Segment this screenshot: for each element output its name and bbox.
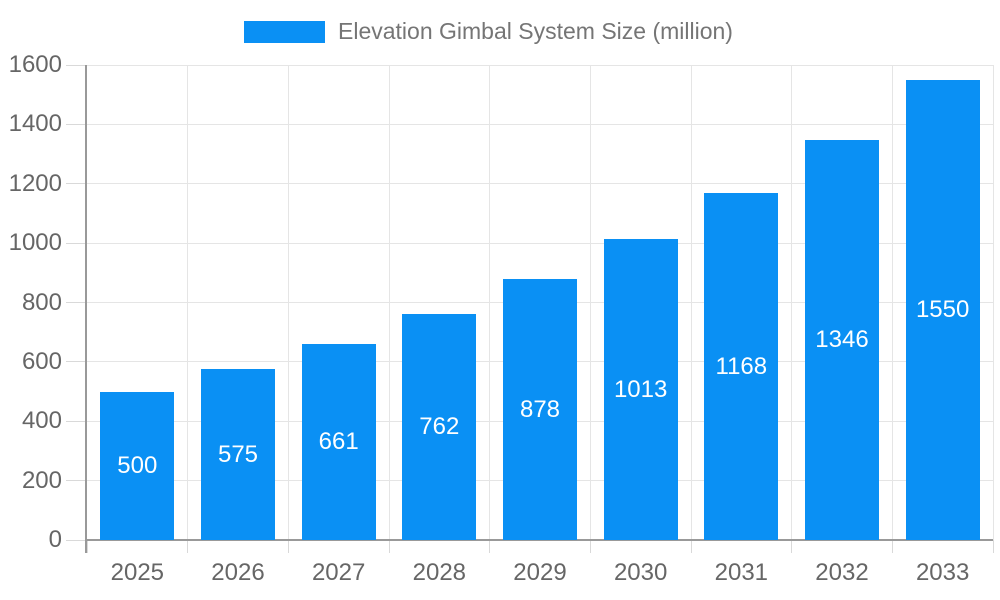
y-axis-tick	[66, 242, 87, 244]
x-axis-line	[85, 539, 993, 541]
gridline-horizontal	[87, 64, 993, 66]
y-axis-tick-label: 1000	[8, 229, 62, 257]
legend-label: Elevation Gimbal System Size (million)	[338, 18, 733, 44]
gridline-vertical	[388, 65, 390, 540]
y-axis-tick-label: 200	[21, 466, 62, 494]
gridline-vertical	[187, 65, 189, 540]
x-axis-tick-label: 2031	[714, 559, 769, 586]
bar[interactable]	[603, 239, 678, 540]
x-axis-tick	[287, 540, 289, 553]
x-axis-tick	[791, 540, 793, 553]
legend-swatch	[244, 20, 325, 43]
bar-value-label: 1013	[613, 375, 668, 403]
y-axis-line	[85, 65, 87, 553]
bar-value-label: 762	[419, 412, 460, 440]
gridline-vertical	[287, 65, 289, 540]
y-axis-tick	[66, 480, 87, 482]
bar-value-label: 500	[117, 451, 158, 479]
x-axis-tick	[388, 540, 390, 553]
x-axis-tick-label: 2025	[110, 559, 165, 586]
y-axis-tick-label: 400	[21, 407, 62, 435]
bar[interactable]	[100, 391, 175, 540]
bar[interactable]	[402, 313, 477, 540]
gridline-vertical	[891, 65, 893, 540]
gridline-vertical	[791, 65, 793, 540]
y-axis-tick	[66, 183, 87, 185]
bar-value-label: 878	[519, 395, 561, 423]
bar[interactable]	[301, 343, 376, 540]
bar[interactable]	[805, 140, 879, 540]
y-axis-tick-label: 1600	[8, 51, 62, 78]
gridline-vertical	[690, 65, 692, 540]
y-axis-tick-label: 0	[48, 526, 62, 553]
gridline-vertical	[589, 65, 591, 540]
x-axis-tick-label: 2028	[412, 559, 467, 586]
gridline-vertical	[992, 65, 994, 540]
bar-value-label: 1346	[815, 326, 869, 354]
x-axis-tick-label: 2029	[513, 559, 567, 586]
x-axis-tick-label: 2030	[613, 559, 668, 586]
x-axis-tick	[891, 540, 893, 553]
x-axis-tick-label: 2026	[211, 559, 265, 586]
bar-value-label: 575	[217, 440, 259, 468]
x-axis-tick	[690, 540, 692, 553]
y-axis-tick	[66, 420, 87, 422]
x-axis-tick	[86, 540, 88, 553]
bar-value-label: 1168	[715, 352, 768, 380]
y-axis-tick-label: 1200	[8, 169, 62, 197]
x-axis-tick	[187, 540, 189, 553]
x-axis-tick-label: 2032	[815, 559, 869, 586]
y-axis-tick-label: 1400	[8, 110, 62, 138]
chart-legend[interactable]: Elevation Gimbal System Size (million)	[244, 18, 733, 45]
gridline-horizontal	[87, 242, 993, 244]
x-axis-tick	[992, 540, 994, 553]
x-axis-tick	[589, 540, 591, 553]
bar[interactable]	[704, 193, 779, 540]
gridline-horizontal	[87, 123, 993, 125]
bar-value-label: 661	[318, 427, 359, 455]
y-axis-tick-label: 800	[21, 288, 62, 316]
y-axis-tick	[66, 302, 87, 303]
bar[interactable]	[905, 79, 980, 540]
y-axis-tick	[66, 64, 87, 66]
x-axis-tick-label: 2033	[915, 559, 970, 586]
y-axis-tick	[66, 123, 87, 125]
y-axis-tick	[66, 361, 87, 363]
bar[interactable]	[201, 369, 275, 540]
y-axis-tick-label: 600	[21, 347, 62, 375]
bar-value-label: 1550	[915, 295, 970, 323]
x-axis-tick-label: 2027	[311, 559, 366, 586]
gridline-vertical	[489, 65, 491, 540]
y-axis-tick	[66, 539, 87, 541]
bar[interactable]	[503, 279, 577, 540]
x-axis-tick	[489, 540, 491, 553]
gridline-horizontal	[87, 183, 993, 185]
